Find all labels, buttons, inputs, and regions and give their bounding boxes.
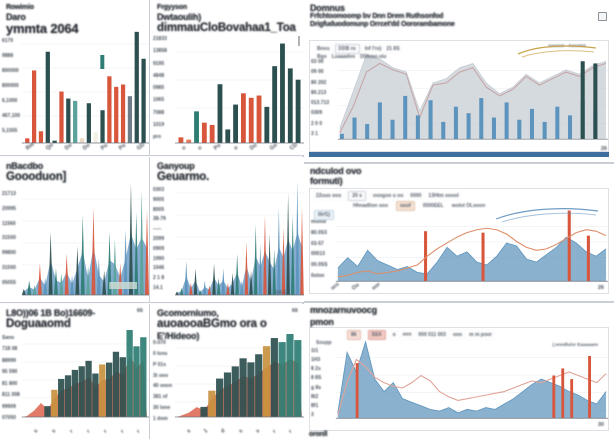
page-title: nBacdbo Goooduon] (6, 161, 67, 184)
chart-toolbar-row2[interactable]: Hhnadlion ooo ooof 0500EEL wolot OLooon (350, 200, 488, 212)
blue-annotation-icon (495, 208, 599, 223)
panel-bot-left: L8O))06 1B Bo)16609- Doguaaomd 66 Sano 7… (0, 304, 150, 439)
x-axis-labels: s 1 d s s r r (186, 427, 294, 435)
y-axis-labels: 1t1 1H3 8 2s 8 8S g 8s 8t2 8f1 3 (311, 348, 322, 418)
toolbar-label-0[interactable]: Bovu (317, 46, 330, 52)
toolbar-label-5[interactable]: ooo (452, 332, 463, 338)
toolbar-label-3[interactable]: === (402, 332, 412, 338)
toolbar-label-2[interactable]: o (392, 332, 396, 338)
panel-footer: oronll (309, 431, 328, 438)
toolbar-chip-r2-1[interactable]: ooof (396, 201, 415, 211)
area-chart-mid-mid (175, 181, 304, 296)
page-title: mnozarnuvoocg (310, 305, 377, 315)
window-control-icon[interactable] (598, 12, 607, 21)
panel-row-bot-left: L8O))06 1B Bo)16609- Doguaaomd 66 Sano 7… (0, 304, 304, 439)
page-title: ndculod ovo formuti) (310, 166, 362, 187)
panel-top-mid: Frgyyson Dwtaoulih) dimmauCloBovahaa1_To… (151, 0, 304, 155)
y-axis-labels: 21833 13858 9195 4848 0985 1065 7088 101… (153, 36, 167, 140)
panel-top-left: Rowimio Daro ymmta 2064 6170 9888 800000… (0, 0, 150, 155)
y-axis-title-chip: Soupp (316, 340, 332, 346)
legend-right: (.nnndlu/or Eaaaaaeo (552, 342, 598, 347)
y-axis-labels: 6170 9888 800000 800000 6,1000 467,100 5… (2, 38, 21, 134)
toolbar-label-6[interactable]: m m poor (469, 332, 492, 338)
panel-right-bot: mnozarnuvoocg pmon 86 SSX o === 000 011 … (304, 303, 614, 439)
chart-card: Bovu DDB ro Inf I'ro) 21 8S Bgo Luaaadeo… (309, 40, 609, 152)
x-axis-labels: o o Po o Do Go CD (181, 142, 299, 152)
corner-badge: 14.1 (275, 290, 286, 296)
page-title: Domnus Frfchtoomoomp bv Dnn Drem Ruthson… (310, 3, 455, 28)
panel-bot-mid: Gcomorniumo, auoaooaBGmo ora o E'/Hideoo… (151, 304, 304, 439)
toolbar-label-r2-0[interactable]: Bgo (317, 54, 327, 60)
panel-mid-left: nBacdbo Goooduon] 21713 20995 11560 3150… (0, 157, 150, 302)
blue-scroll-strip[interactable] (309, 152, 609, 157)
page-title: Ganyoup Geuarmo. (157, 161, 210, 184)
area-chart-right-top (337, 54, 608, 140)
panel-right-mid: ndculod ovo formuti) 22uuo ooo 20 s ooog… (304, 164, 614, 302)
chart-toolbar-row2[interactable]: Bgo Luaaadeo DDkmo.oiu (314, 53, 389, 61)
toolbar-chip-1[interactable]: 20 s (348, 191, 367, 201)
chart-card: 22uuo ooo 20 s ooogoo u oo 0000 13Htm oo… (309, 188, 609, 294)
panel-divider-2 (304, 301, 614, 303)
toolbar-label-3[interactable]: 21 8S (386, 46, 400, 52)
chart-toolbar[interactable]: 22uuo ooo 20 s ooogoo u oo 0000 13Htm oo… (313, 190, 462, 202)
panel-mid-mid: Ganyoup Geuarmo. 0303 9005 8005 38-79 --… (151, 157, 304, 302)
panel-divider-1 (304, 162, 614, 164)
corner-badge: 66 (136, 308, 143, 314)
x-axis-labels: Rm Qo Do Do Po Po GD (25, 141, 147, 152)
corner-badge: 66 (291, 308, 298, 314)
corner-badge: 30 (597, 422, 604, 428)
bar-chart-top-left (21, 31, 149, 144)
toolbar-label-r2-0[interactable]: Hhnadlion ooo (353, 203, 388, 209)
corner-badge: 26 (597, 285, 604, 291)
chart-card: 86 SSX o === 000 011 003 ooo m m poor So… (309, 327, 609, 431)
area-chart-right-mid (335, 210, 608, 282)
toolbar-chip-0[interactable]: 86 (347, 330, 361, 340)
panel-right-top: Domnus Frfchtoomoomp bv Dnn Drem Ruthson… (304, 0, 614, 163)
area-chart-mid-left (21, 183, 149, 296)
y-axis-labels: 21713 20995 11560 31500 99800 31500 0505… (2, 191, 16, 286)
y-axis-labels: momd 80.0S3 03-57 00013 00.0SS 0olon (311, 219, 328, 279)
left-column: Rowimio Daro ymmta 2064 6170 9888 800000… (0, 0, 304, 439)
toolbar-label-0[interactable]: 22uuo ooo (316, 193, 342, 199)
toolbar-label-r2-2[interactable]: DDkmo.oiu (360, 54, 387, 60)
panel-row-mid-left: nBacdbo Goooduon] 21713 20995 11560 3150… (0, 157, 304, 303)
y-axis-labels: 0303 9005 8005 38-79 ----- 2099 0909 199… (153, 187, 166, 291)
x-axis-labels: s s r r r r r (33, 428, 142, 435)
area-chart-right-bot (335, 340, 608, 419)
x-axis-labels: oro Oo oor (330, 281, 382, 292)
toolbar-label-4[interactable]: 13Htm ooool (428, 193, 459, 199)
y-axis-labels: 0-070 0 lons P 01s 3t ooo 40 ooon 381 nf… (153, 340, 173, 422)
section-subtitle: pmon (310, 317, 334, 327)
toolbar-chip-1[interactable]: SSX (367, 330, 386, 340)
gold-annotation-icon (517, 45, 597, 58)
page-title: L8O))06 1B Bo)16609- Doguaaomd (6, 308, 96, 331)
y-axis-title-chip: 0Irf1) (314, 210, 335, 220)
toolbar-label-r2-2[interactable]: 0500EEL (422, 203, 444, 209)
toolbar-label-4[interactable]: 000 011 003 (418, 332, 446, 338)
toolbar-label-2[interactable]: Inf I'ro) (364, 46, 382, 52)
panel-row-top-left: Rowimio Daro ymmta 2064 6170 9888 800000… (0, 0, 304, 156)
area-chart-bot-left (21, 330, 149, 418)
toolbar-label-3[interactable]: 0000 (410, 193, 422, 199)
y-axis-labels: Sano 718 08 88999 95 590 81 800 811 008 … (2, 335, 20, 421)
toolbar-label-r2-1[interactable]: Luaaadeo (331, 54, 356, 60)
chart-toolbar[interactable]: 86 SSX o === 000 011 003 ooo m m poor (344, 329, 495, 341)
toolbar-chip-1[interactable]: DDB ro (334, 44, 360, 54)
page-title: Frgyyson Dwtaoulih) dimmauCloBovahaa1_To… (157, 4, 296, 34)
corner-badge: 26 (600, 146, 607, 152)
right-column: Domnus Frfchtoomoomp bv Dnn Drem Ruthson… (304, 0, 614, 439)
toolbar-label-2[interactable]: ooogoo u oo (373, 193, 404, 199)
page-title: Gcomorniumo, auoaooaBGmo ora o E'/Hideoo… (157, 308, 267, 341)
page-title: Rowimio Daro ymmta 2064 (6, 4, 79, 36)
y-axis-labels: 03 00 09 00 80 202 80.213 013.713 0309 2… (311, 59, 330, 137)
bar-chart-top-mid (175, 36, 304, 144)
area-chart-bot-mid (175, 334, 304, 418)
toolbar-label-r2-3[interactable]: wolot OLooon (451, 203, 486, 209)
chart-toolbar[interactable]: Bovu DDB ro Inf I'ro) 21 8S (314, 43, 403, 55)
